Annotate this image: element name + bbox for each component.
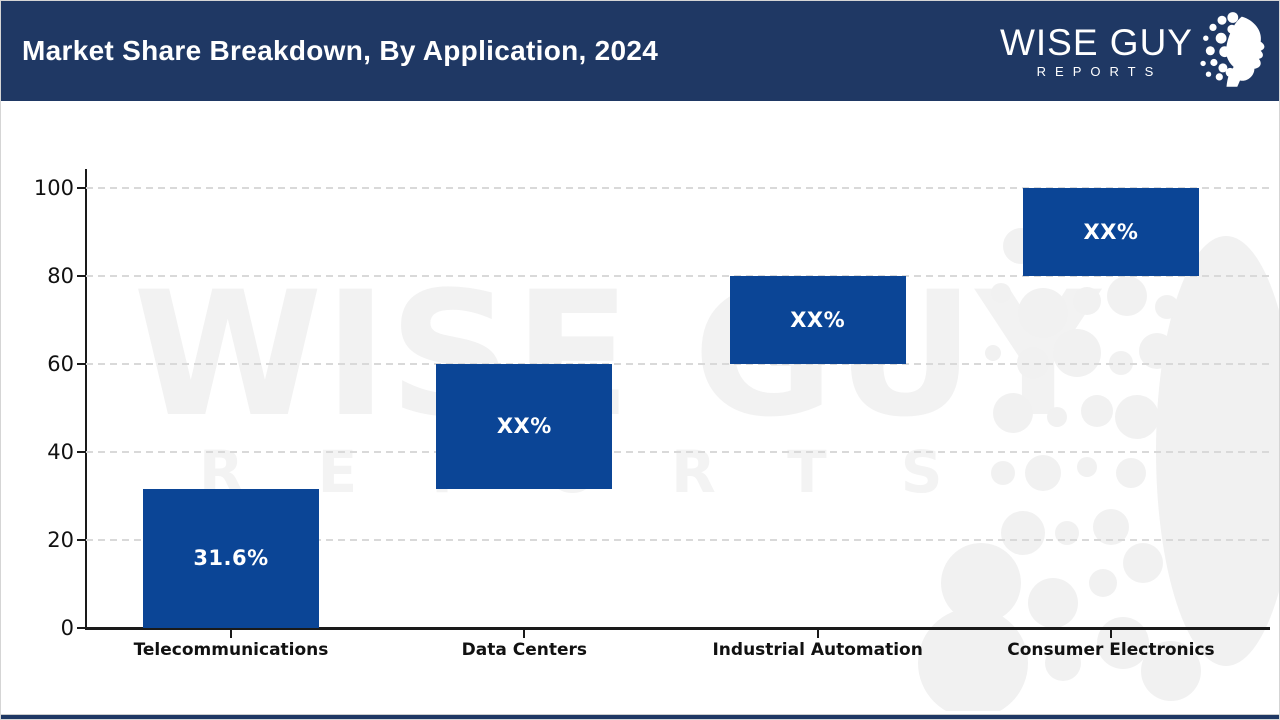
y-tick-label-80: 80: [47, 264, 74, 288]
page-title: Market Share Breakdown, By Application, …: [22, 35, 659, 66]
y-tick-mark-60: [77, 363, 85, 365]
category-label-telecommunications: Telecommunications: [133, 640, 329, 660]
y-tick-mark-80: [77, 275, 85, 277]
bar-consumer-electronics: XX%: [1022, 188, 1199, 276]
x-tick-mark: [523, 630, 526, 638]
category-label-consumer-electronics: Consumer Electronics: [1007, 640, 1215, 660]
x-axis-line: [85, 627, 1270, 630]
x-tick-mark: [816, 630, 819, 638]
bar-data-centers: XX%: [436, 364, 613, 489]
bar-telecommunications: 31.6%: [143, 488, 319, 628]
y-gridline-40: [86, 451, 1269, 453]
bar-value-label: 31.6%: [193, 546, 269, 571]
x-tick-mark: [1109, 630, 1112, 638]
category-label-industrial-automation: Industrial Automation: [712, 640, 923, 660]
y-tick-mark-0: [77, 627, 85, 629]
category-label-data-centers: Data Centers: [461, 640, 588, 660]
y-tick-mark-40: [77, 451, 85, 453]
y-axis-line: [85, 169, 87, 629]
y-tick-label-20: 20: [47, 528, 74, 552]
brand-name: WISE GUY: [999, 22, 1193, 63]
brand-logo-text: WISE GUY REPORTS: [1000, 24, 1193, 78]
y-gridline-100: [86, 187, 1269, 189]
bar-value-label: XX%: [1083, 220, 1139, 244]
y-tick-mark-20: [77, 539, 85, 541]
footer-bar: [1, 715, 1279, 719]
bar-value-label: XX%: [790, 308, 846, 332]
dotted-head-logo-icon: [1195, 11, 1267, 91]
y-gridline-80: [86, 275, 1269, 277]
y-gridline-60: [86, 363, 1269, 365]
y-gridline-20: [86, 539, 1269, 541]
x-tick-mark: [230, 630, 232, 638]
bar-industrial-automation: XX%: [729, 276, 906, 364]
y-tick-label-60: 60: [47, 352, 74, 376]
y-tick-mark-100: [77, 187, 85, 189]
watermark-text: WISE GUY: [133, 254, 1102, 455]
brand-subtitle: REPORTS: [1036, 64, 1163, 79]
y-tick-label-0: 0: [60, 616, 74, 640]
brand-logo: WISE GUY REPORTS: [1000, 11, 1267, 91]
footer-divider: [1, 714, 1279, 715]
y-tick-label-40: 40: [47, 440, 74, 464]
header-bar: Market Share Breakdown, By Application, …: [1, 1, 1279, 101]
bar-value-label: XX%: [496, 414, 552, 439]
y-tick-label-100: 100: [33, 176, 74, 200]
